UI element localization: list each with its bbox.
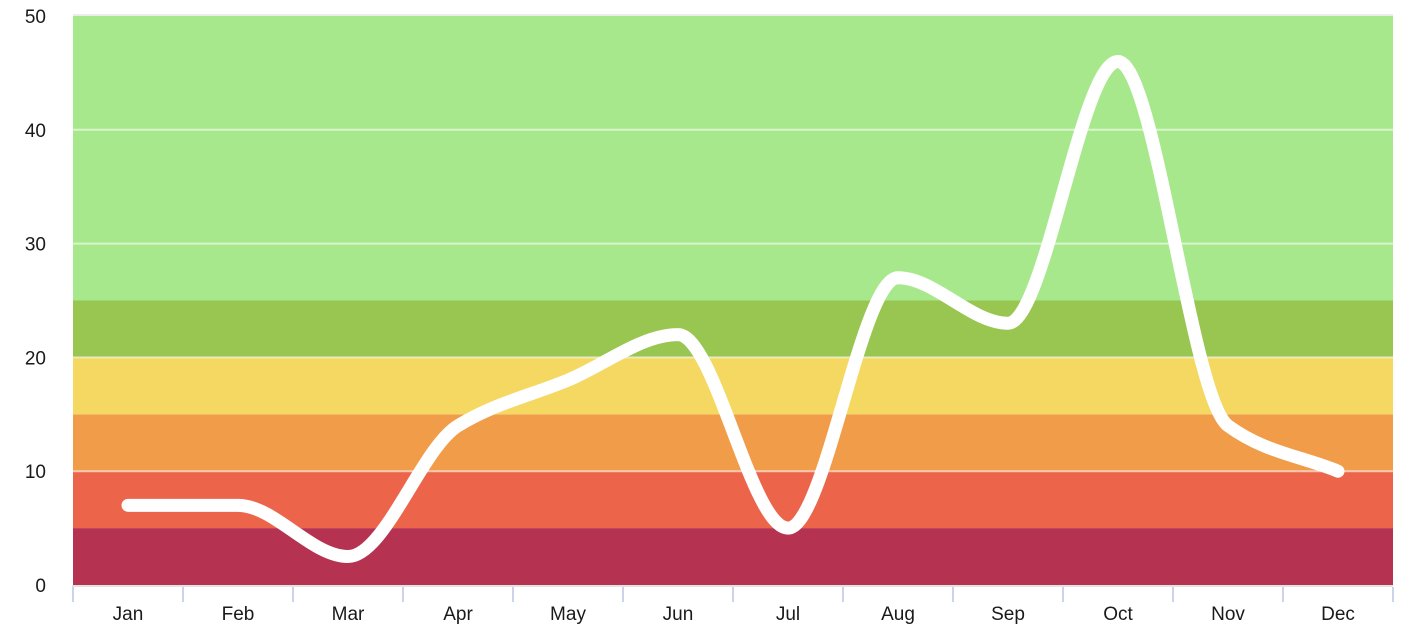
x-axis-label: Aug (881, 604, 915, 625)
x-axis-label: Jun (663, 604, 694, 625)
x-axis-label: Mar (332, 604, 365, 625)
data-line (121, 55, 1345, 564)
band-25-50 (73, 16, 1393, 301)
x-axis-label: Dec (1321, 604, 1355, 625)
y-axis-label: 20 (25, 348, 46, 369)
x-axis-label: Sep (991, 604, 1025, 625)
x-axis-label: Feb (222, 604, 255, 625)
y-axis-label: 0 (35, 576, 46, 597)
x-axis-label: Jan (113, 604, 144, 625)
band-20-25 (73, 300, 1393, 358)
band-15-20 (73, 357, 1393, 415)
y-axis-label: 50 (25, 7, 46, 28)
x-axis-label: Nov (1211, 604, 1245, 625)
band-5-10 (73, 471, 1393, 529)
x-axis-label: Jul (776, 604, 800, 625)
x-axis-label: Apr (443, 604, 473, 625)
y-axis-label: 40 (25, 121, 46, 142)
x-axis-label: Oct (1103, 604, 1133, 625)
y-axis-label: 10 (25, 462, 46, 483)
x-axis-label: May (550, 604, 586, 625)
band-0-5 (73, 528, 1393, 585)
y-axis-label: 30 (25, 235, 46, 256)
